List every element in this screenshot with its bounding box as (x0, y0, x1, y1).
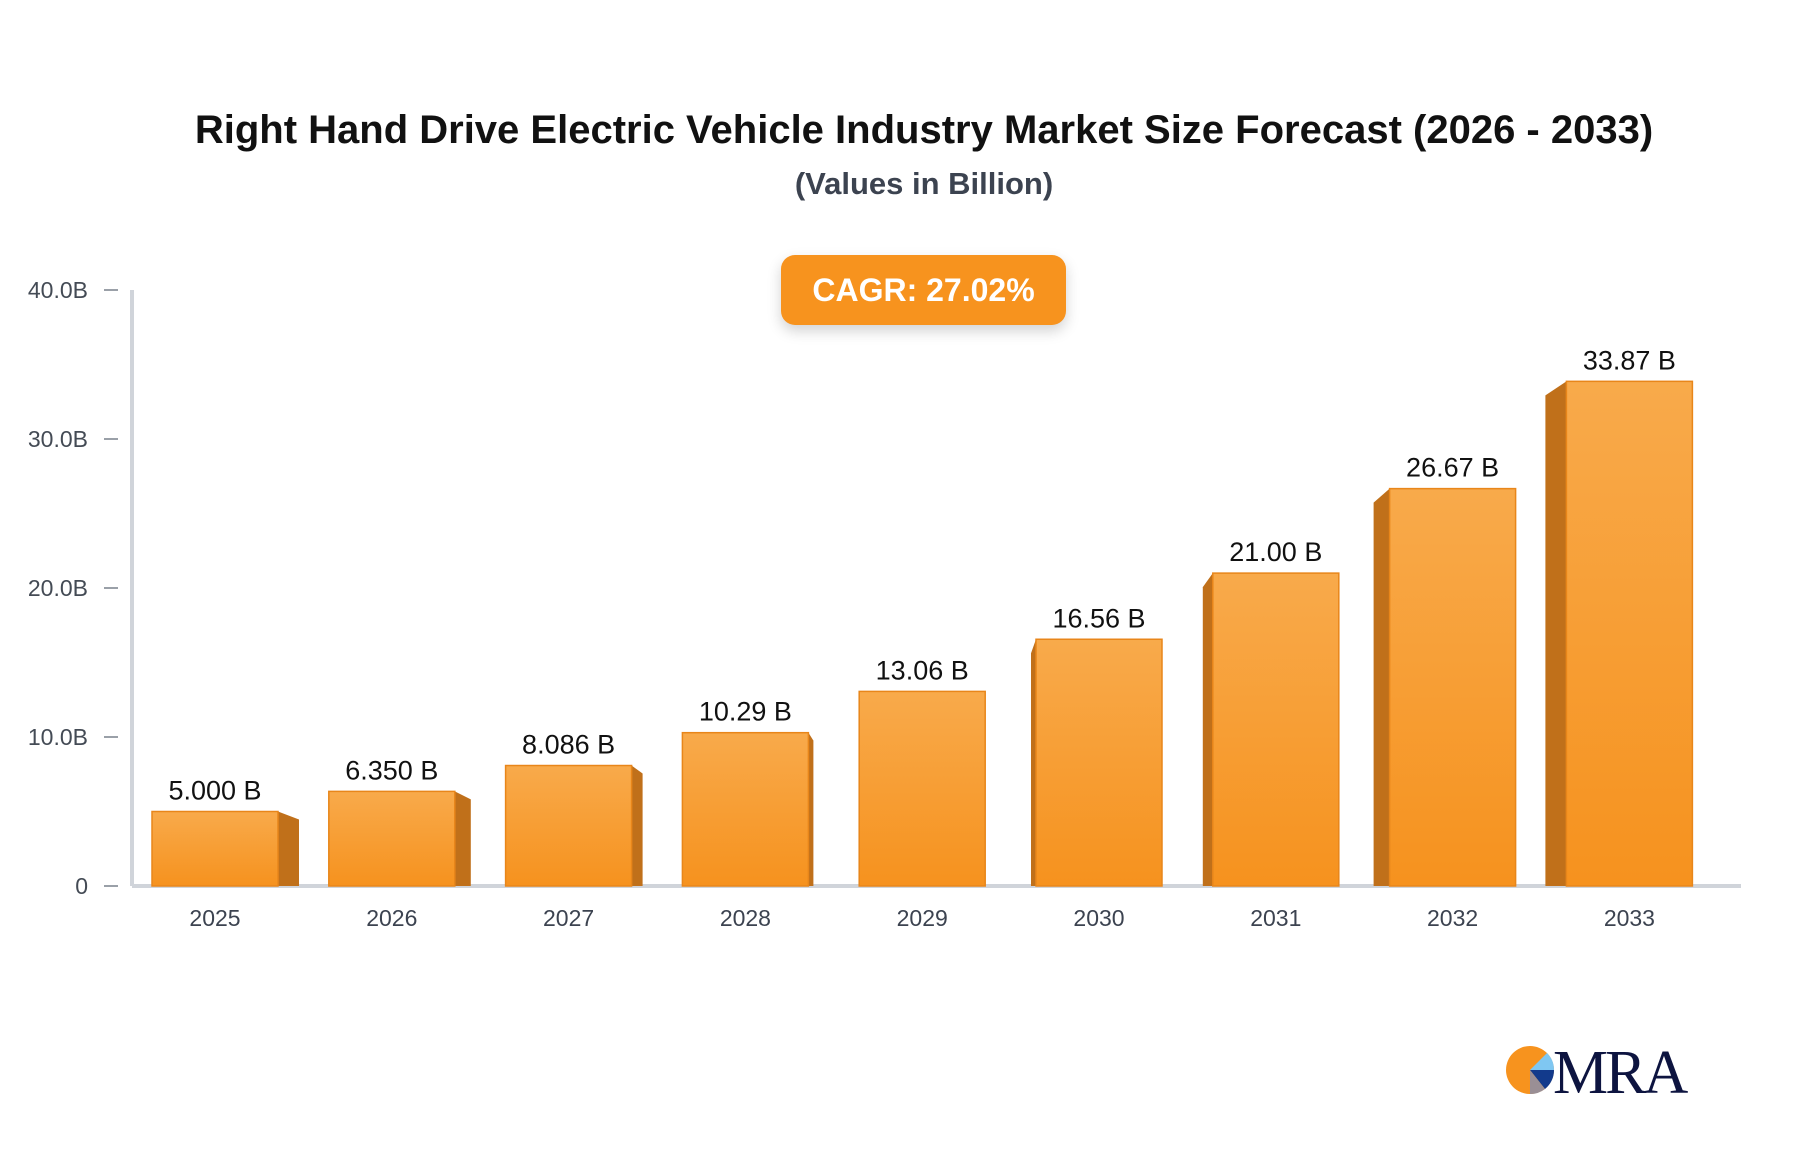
bar-side (454, 791, 471, 886)
bar (328, 790, 456, 887)
bar-side (1545, 381, 1567, 886)
y-tick-label: 0 (75, 873, 88, 899)
x-tick-label: 2033 (1604, 905, 1655, 931)
y-tick-label: 40.0B (28, 277, 88, 303)
bar-side (1373, 488, 1390, 886)
bar (1035, 638, 1163, 887)
bar (1388, 487, 1517, 887)
data-label: 10.29 B (699, 697, 792, 727)
x-tick-label: 2027 (543, 905, 594, 931)
bar-side (1031, 639, 1036, 886)
x-tick-label: 2032 (1427, 905, 1478, 931)
bar (1212, 572, 1340, 887)
pie-logo-icon (1506, 1046, 1555, 1095)
data-label: 21.00 B (1229, 537, 1322, 567)
y-tick-label: 30.0B (28, 426, 88, 452)
data-label: 8.086 B (522, 730, 615, 760)
x-tick-label: 2026 (366, 905, 417, 931)
x-tick-label: 2031 (1250, 905, 1301, 931)
x-tick-label: 2029 (897, 905, 948, 931)
x-tick-label: 2025 (189, 905, 240, 931)
bar (858, 690, 986, 887)
x-tick-label: 2028 (720, 905, 771, 931)
chart-subtitle: (Values in Billion) (794, 166, 1054, 201)
data-label: 6.350 B (345, 755, 438, 785)
data-label: 5.000 B (168, 776, 261, 806)
data-label: 26.67 B (1406, 453, 1499, 483)
y-tick-label: 10.0B (28, 724, 88, 750)
mra-logo: MRA (1505, 1039, 1705, 1107)
bar (151, 810, 279, 887)
bar (1565, 380, 1694, 887)
logo-text: MRA (1553, 1039, 1688, 1107)
y-tick-label: 20.0B (28, 575, 88, 601)
bar-side (631, 765, 643, 886)
data-label: 16.56 B (1052, 603, 1145, 633)
bar (504, 764, 633, 887)
bar (681, 731, 810, 887)
data-label: 33.87 B (1583, 345, 1676, 375)
bar-side (278, 811, 299, 886)
data-label: 13.06 B (876, 655, 969, 685)
x-tick-label: 2030 (1073, 905, 1124, 931)
bar-side (1202, 573, 1213, 886)
cagr-badge: CAGR: 27.02% (781, 255, 1066, 325)
bar-side (808, 732, 814, 886)
chart-title: Right Hand Drive Electric Vehicle Indust… (194, 108, 1654, 152)
